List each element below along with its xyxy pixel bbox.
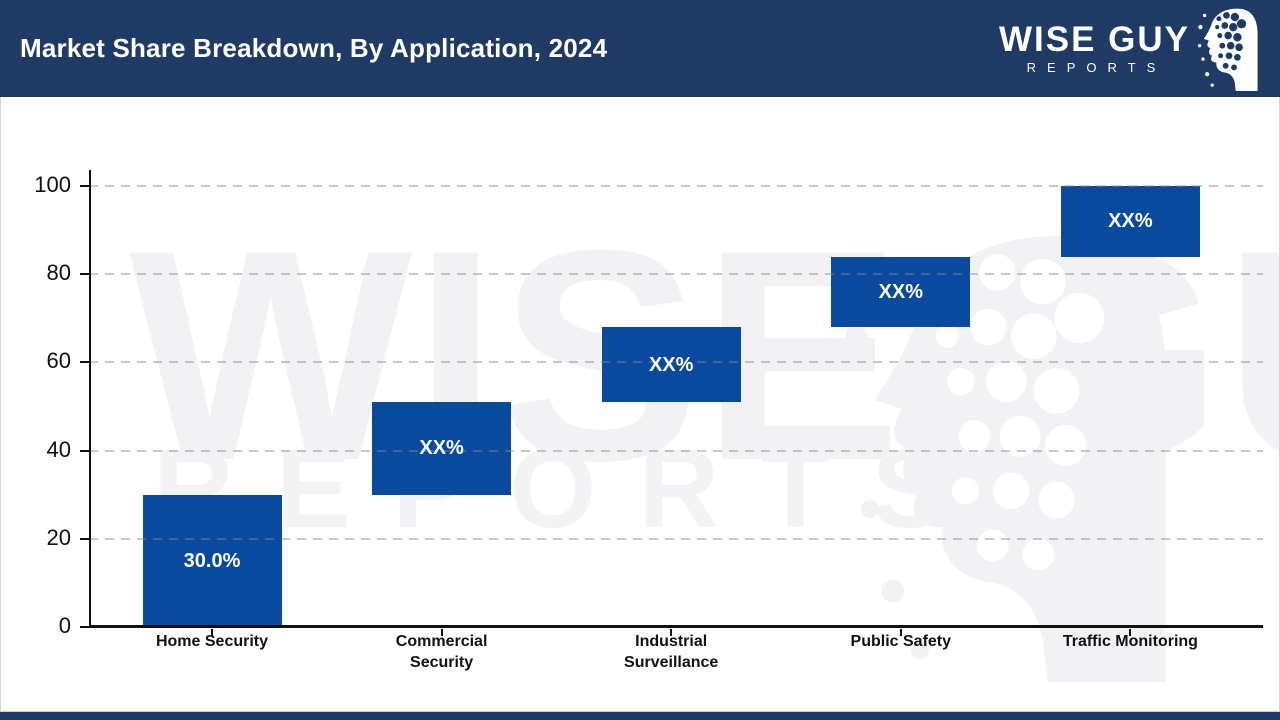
y-tick-label: 60: [46, 348, 71, 374]
y-tick-label: 20: [46, 524, 71, 550]
y-tick-mark: [80, 185, 89, 187]
bar-value-label: XX%: [648, 353, 694, 376]
gridline-60: [89, 361, 1263, 364]
header-bar: Market Share Breakdown, By Application, …: [0, 0, 1280, 97]
bar-4: [1060, 186, 1200, 257]
face-profile-icon: [1197, 8, 1258, 91]
bar-0: [142, 494, 282, 627]
page-title: Market Share Breakdown, By Application, …: [20, 33, 608, 63]
x-axis-label: Commercial Security: [395, 633, 488, 671]
brand-logo: WISE GUY REPORTS: [999, 7, 1262, 91]
x-axis-label: Traffic Monitoring: [1062, 633, 1198, 650]
gridline-40: [89, 449, 1263, 452]
x-tick-mark: [670, 629, 673, 636]
y-axis-spine: [89, 170, 91, 627]
bar-1: [372, 402, 512, 495]
watermark-face-icon: [846, 236, 1166, 682]
x-axis-label: Industrial Surveillance: [624, 633, 719, 671]
bar-2: [601, 327, 741, 403]
x-axis-label: Home Security: [155, 633, 269, 650]
y-tick-label: 100: [34, 172, 71, 197]
footer-strip: [0, 712, 1280, 720]
gridline-100: [89, 185, 1263, 187]
brand-logo-line2: REPORTS: [1026, 60, 1167, 75]
bar-value-label: 30.0%: [183, 549, 241, 572]
x-tick-mark: [1129, 629, 1132, 636]
x-tick-mark: [211, 629, 213, 636]
y-tick-mark: [80, 626, 89, 628]
x-axis-label: Public Safety: [850, 633, 952, 650]
y-tick-mark: [80, 361, 89, 364]
bar-3: [831, 256, 971, 328]
y-tick-label: 40: [46, 436, 71, 462]
bar-value-label: XX%: [419, 437, 464, 460]
brand-logo-line1: WISE GUY: [998, 20, 1190, 59]
y-tick-mark: [80, 537, 89, 540]
brand-logo-text: WISE GUY REPORTS: [999, 22, 1190, 75]
plot-area: 0 20 40 60 80 100 30.0% Home Security XX% Commerc…: [34, 170, 1263, 671]
x-tick-mark: [899, 629, 902, 636]
x-axis-spine: [89, 625, 1263, 628]
y-tick-label: 0: [58, 613, 71, 638]
y-tick-mark: [80, 449, 89, 452]
gridline-80: [89, 273, 1263, 276]
y-tick-label: 80: [46, 260, 71, 286]
bar-value-label: XX%: [878, 280, 924, 303]
bar-value-label: XX%: [1108, 210, 1153, 233]
y-tick-mark: [80, 273, 89, 276]
gridline-20: [89, 537, 1263, 540]
x-tick-mark: [440, 629, 443, 636]
watermark-subtext: REPORTS: [153, 426, 989, 551]
footer-divider: [0, 711, 1280, 712]
